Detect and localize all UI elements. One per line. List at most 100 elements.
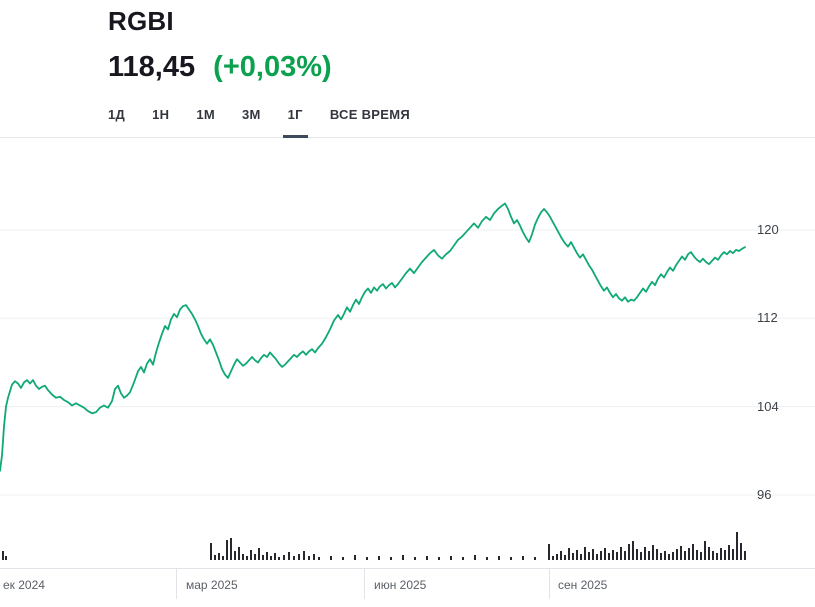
volume-bar	[366, 557, 368, 560]
volume-bar	[226, 540, 228, 560]
tab-1d[interactable]: 1Д	[108, 107, 126, 122]
volume-bar	[2, 551, 4, 560]
volume-bar	[262, 555, 264, 560]
volume-bar	[668, 554, 670, 560]
price-value: 118,45	[108, 51, 196, 83]
volume-bar	[596, 554, 598, 560]
volume-bar	[510, 557, 512, 560]
tab-3m[interactable]: 3М	[241, 107, 261, 122]
volume-bar	[534, 557, 536, 560]
volume-bar	[230, 538, 232, 560]
volume-bar	[218, 553, 220, 560]
volume-bar	[708, 547, 710, 560]
axis-separator	[364, 569, 365, 599]
volume-bar	[676, 549, 678, 560]
tab-1m[interactable]: 1М	[196, 107, 215, 122]
volume-bar	[486, 557, 488, 560]
volume-bar	[5, 556, 7, 560]
volume-bar	[426, 556, 428, 560]
instrument-title: RGBI	[108, 6, 174, 36]
volume-bar	[716, 553, 718, 560]
x-axis-label: июн 2025	[374, 578, 427, 592]
volume-bar	[313, 554, 315, 560]
price-chart[interactable]: 120 112 104 96	[0, 138, 815, 568]
price-chart-svg	[0, 202, 815, 560]
volume-bar	[720, 548, 722, 560]
volume-bar	[522, 556, 524, 560]
y-axis-label: 104	[757, 398, 779, 414]
tab-1y[interactable]: 1Г	[282, 107, 309, 138]
volume-bar	[580, 554, 582, 560]
price-change: (+0,03%)	[213, 51, 332, 83]
volume-bar	[450, 556, 452, 560]
volume-bar	[744, 551, 746, 560]
volume-bar	[318, 557, 320, 560]
volume-bar	[308, 556, 310, 560]
volume-bar	[680, 546, 682, 560]
volume-bar	[274, 553, 276, 560]
x-axis-label: мар 2025	[186, 578, 238, 592]
volume-bar	[732, 549, 734, 560]
volume-bar	[644, 547, 646, 560]
volume-bar	[342, 557, 344, 560]
volume-bar	[632, 541, 634, 560]
volume-bar	[664, 551, 666, 560]
volume-bar	[214, 555, 216, 560]
price-line	[0, 202, 746, 472]
volume-bar	[636, 549, 638, 560]
volume-bar	[283, 555, 285, 560]
volume-bar	[298, 554, 300, 560]
volume-bar	[556, 554, 558, 560]
volume-bar	[628, 544, 630, 560]
volume-bar	[234, 551, 236, 560]
volume-bar	[712, 551, 714, 560]
quote-header: RGBI 118,45 (+0,03%) 1Д 1Н 1М 3М 1Г ВСЕ …	[0, 0, 815, 138]
volume-bar	[572, 553, 574, 560]
volume-bar	[684, 551, 686, 560]
axis-separator	[176, 569, 177, 599]
volume-bar	[378, 556, 380, 560]
volume-bar	[704, 541, 706, 560]
volume-bar	[246, 556, 248, 560]
volume-bar	[736, 532, 738, 560]
volume-bar	[354, 555, 356, 560]
volume-bar	[740, 543, 742, 560]
volume-bar	[266, 552, 268, 560]
volume-bar	[660, 553, 662, 560]
volume-bar	[568, 548, 570, 560]
volume-bar	[700, 552, 702, 560]
volume-bar	[254, 554, 256, 560]
x-axis: ек 2024 мар 2025 июн 2025 сен 2025	[0, 568, 815, 605]
volume-bar	[438, 557, 440, 560]
volume-bar	[620, 547, 622, 560]
volume-bar	[584, 547, 586, 560]
volume-bar	[258, 548, 260, 560]
volume-bar	[210, 543, 212, 560]
volume-bar	[330, 556, 332, 560]
volume-bar	[588, 552, 590, 560]
volume-bar	[552, 556, 554, 560]
volume-bar	[672, 552, 674, 560]
volume-bar	[270, 556, 272, 560]
volume-bar	[604, 548, 606, 560]
y-axis-label: 112	[757, 310, 778, 326]
volume-bar	[612, 550, 614, 560]
tab-1w[interactable]: 1Н	[152, 107, 170, 122]
volume-bar	[390, 557, 392, 560]
volume-bar	[303, 551, 305, 560]
volume-bar	[624, 551, 626, 560]
y-axis-label: 96	[757, 486, 772, 502]
x-axis-label: сен 2025	[558, 578, 608, 592]
x-axis-label: ек 2024	[3, 578, 45, 592]
volume-bar	[250, 550, 252, 560]
volume-bar	[462, 557, 464, 560]
volume-bar	[498, 556, 500, 560]
volume-bar	[548, 544, 550, 560]
volume-bar	[402, 555, 404, 560]
tab-all[interactable]: ВСЕ ВРЕМЯ	[329, 107, 411, 122]
volume-bar	[600, 551, 602, 560]
volume-bar	[696, 550, 698, 560]
axis-separator	[549, 569, 550, 599]
volume-bar	[656, 549, 658, 560]
